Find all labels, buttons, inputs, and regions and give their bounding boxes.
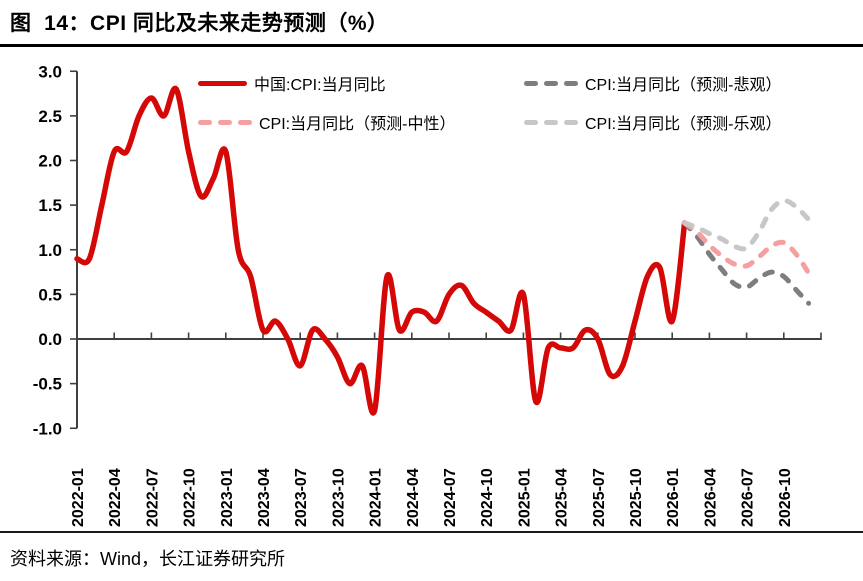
- series-forecast-pessimistic: [682, 220, 812, 306]
- series-forecast-neutral: [682, 220, 812, 276]
- svg-text:-1.0: -1.0: [33, 419, 62, 438]
- y-axis-ticks: [70, 70, 77, 430]
- svg-text:2024-01: 2024-01: [368, 468, 385, 527]
- legend-label-forecast-neutral: CPI:当月同比（预测-中性）: [259, 116, 456, 133]
- legend-marker-dashed-pink: [198, 119, 252, 125]
- legend-label-forecast-optimistic: CPI:当月同比（预测-乐观）: [585, 116, 782, 133]
- svg-text:2024-10: 2024-10: [479, 468, 496, 527]
- svg-text:2026-10: 2026-10: [777, 468, 794, 527]
- x-axis-ticks: [76, 332, 822, 340]
- legend-marker-solid-red: [198, 80, 247, 86]
- svg-text:2025-04: 2025-04: [554, 468, 571, 527]
- series-forecast-optimistic: [682, 198, 812, 252]
- title-rule: [0, 44, 863, 47]
- svg-text:3.0: 3.0: [38, 62, 62, 81]
- svg-text:2023-10: 2023-10: [330, 468, 347, 527]
- legend-item-actual: 中国:CPI:当月同比: [198, 72, 386, 94]
- legend-label-actual: 中国:CPI:当月同比: [254, 77, 386, 94]
- svg-text:1.5: 1.5: [38, 196, 62, 215]
- svg-text:2026-04: 2026-04: [702, 468, 719, 527]
- source-note: 资料来源：Wind，长江证券研究所: [10, 549, 286, 569]
- legend-marker-dashed-darkgray: [524, 80, 578, 86]
- svg-text:0.5: 0.5: [38, 285, 62, 304]
- svg-text:2023-07: 2023-07: [293, 468, 310, 527]
- source-rule: [0, 531, 863, 533]
- svg-text:2026-07: 2026-07: [740, 468, 757, 527]
- legend-item-forecast-optimistic: CPI:当月同比（预测-乐观）: [524, 111, 781, 133]
- svg-text:0.0: 0.0: [38, 330, 62, 349]
- svg-text:2022-04: 2022-04: [107, 468, 124, 527]
- svg-text:2023-04: 2023-04: [256, 468, 273, 527]
- series-actual-line: [74, 85, 688, 416]
- svg-text:-0.5: -0.5: [33, 375, 62, 394]
- svg-text:2026-01: 2026-01: [665, 468, 682, 527]
- svg-text:2.0: 2.0: [38, 152, 62, 171]
- legend-label-forecast-pessimistic: CPI:当月同比（预测-悲观）: [585, 77, 782, 94]
- svg-text:2022-07: 2022-07: [144, 468, 161, 527]
- svg-text:2022-01: 2022-01: [70, 468, 87, 527]
- legend-item-forecast-pessimistic: CPI:当月同比（预测-悲观）: [524, 72, 781, 94]
- svg-text:1.0: 1.0: [38, 241, 62, 260]
- figure-title: 图 14：CPI 同比及未来走势预测（%）: [10, 12, 389, 35]
- y-axis-labels: 3.0 2.5 2.0 1.5 1.0 0.5 0.0 -0.5 -1.0: [33, 62, 62, 438]
- svg-text:2024-07: 2024-07: [442, 468, 459, 527]
- svg-text:2025-10: 2025-10: [628, 468, 645, 527]
- svg-text:2025-07: 2025-07: [591, 468, 608, 527]
- legend-item-forecast-neutral: CPI:当月同比（预测-中性）: [198, 111, 455, 133]
- svg-text:2.5: 2.5: [38, 107, 62, 126]
- svg-text:2025-01: 2025-01: [516, 468, 533, 527]
- svg-text:2023-01: 2023-01: [219, 468, 236, 527]
- legend-marker-dashed-lightgray: [524, 119, 578, 125]
- x-axis-labels: 2022-01 2022-04 2022-07 2022-10 2023-01 2023-…: [70, 468, 794, 527]
- svg-text:2022-10: 2022-10: [182, 468, 199, 527]
- svg-text:2024-04: 2024-04: [405, 468, 422, 527]
